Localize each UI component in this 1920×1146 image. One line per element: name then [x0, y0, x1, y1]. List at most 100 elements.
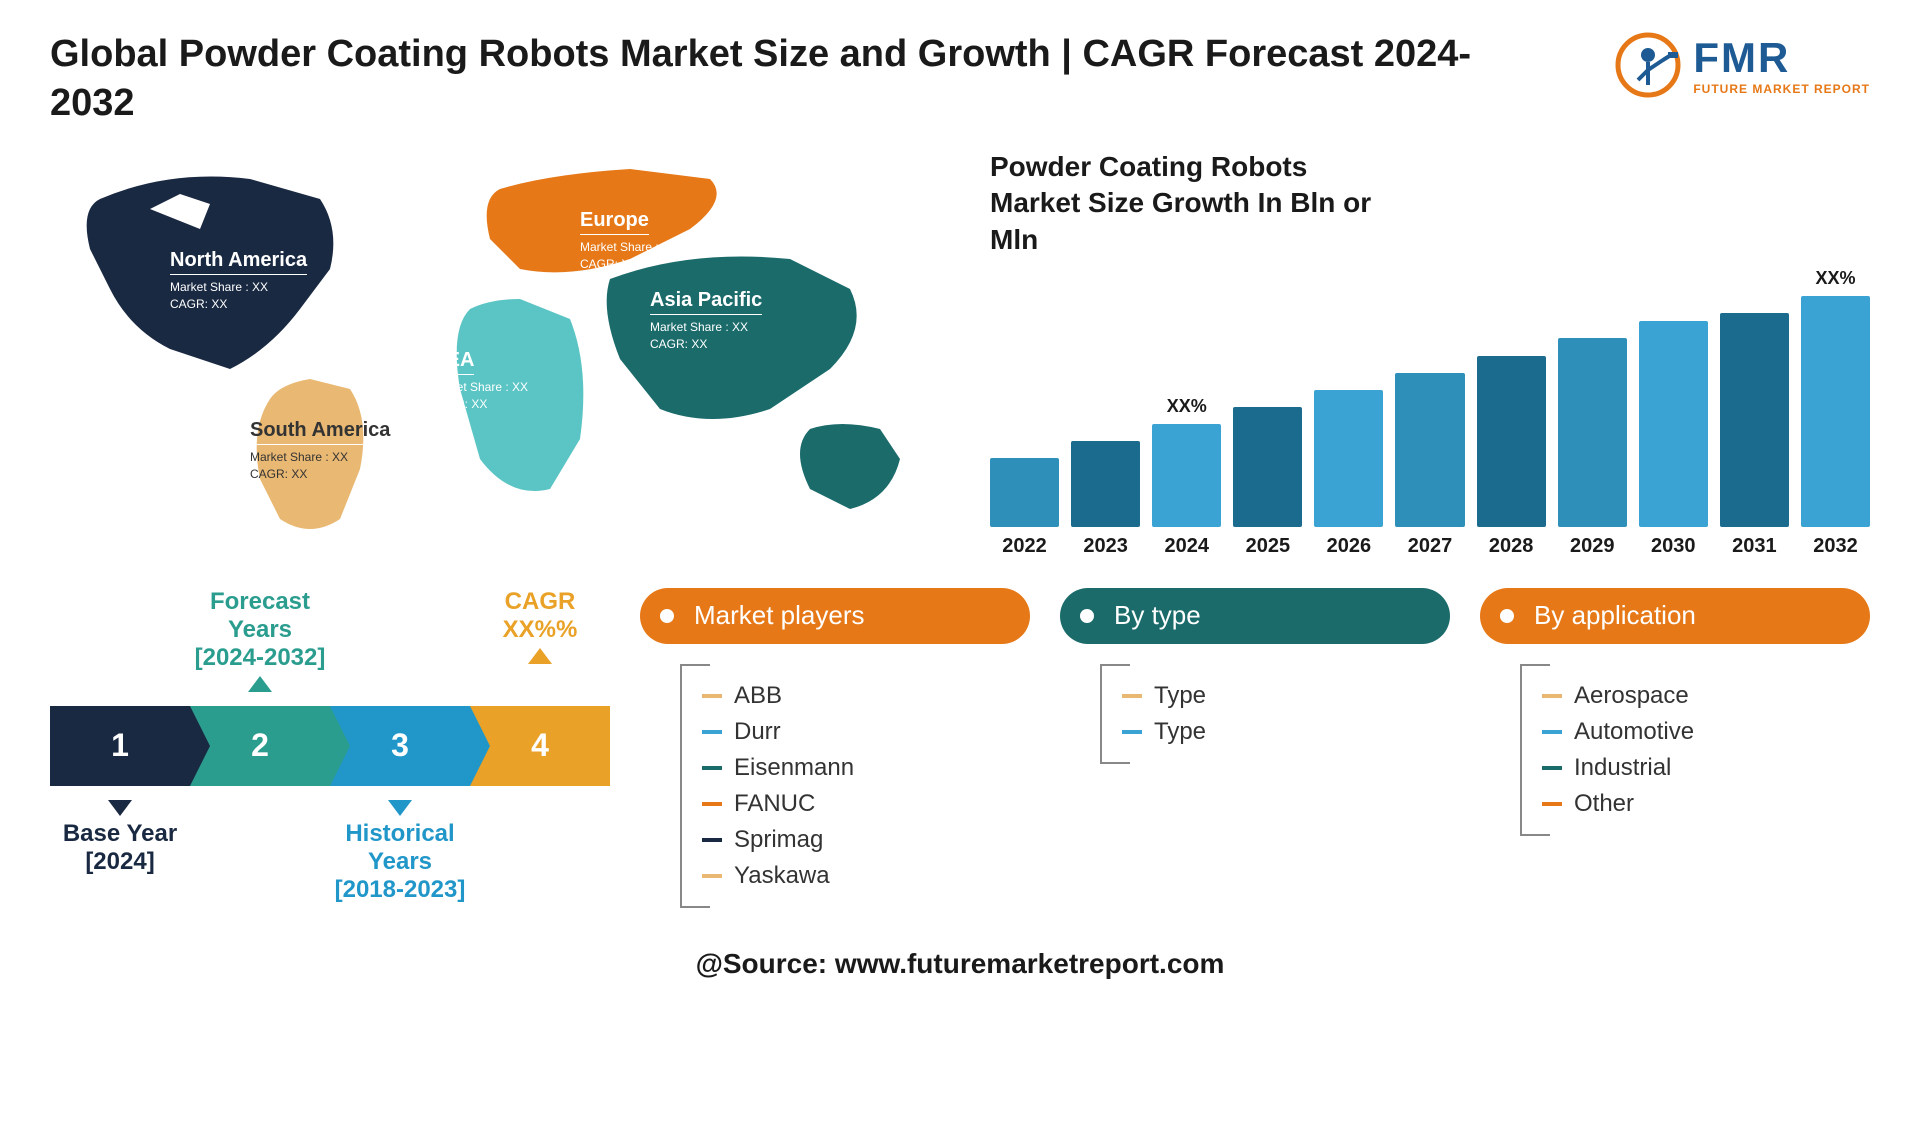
region-cagr: CAGR: XX [650, 336, 762, 353]
bar-year: 2022 [1002, 535, 1047, 558]
item-label: Durr [734, 718, 781, 746]
category-section: By applicationAerospaceAutomotiveIndustr… [1480, 588, 1870, 908]
bar-top-label: XX% [1167, 396, 1207, 420]
list-item: Type [1122, 682, 1450, 710]
logo-text-sub: FUTURE MARKET REPORT [1693, 82, 1870, 96]
logo: FMR FUTURE MARKET REPORT [1613, 30, 1870, 100]
pill-title: By application [1534, 600, 1696, 631]
item-marker [1542, 766, 1562, 770]
item-marker [1542, 730, 1562, 734]
list-item: ABB [702, 682, 1030, 710]
item-label: FANUC [734, 790, 815, 818]
item-marker [702, 730, 722, 734]
bar-year: 2030 [1651, 535, 1696, 558]
bar-column: 2029 [1558, 310, 1627, 558]
region-name: Europe [580, 209, 649, 235]
cagr-value: XX%% [470, 616, 610, 644]
forecast-label: Forecast Years [190, 588, 330, 644]
pill-dot-icon [1080, 609, 1094, 623]
item-label: Yaskawa [734, 862, 830, 890]
arrow-up-icon [248, 676, 272, 692]
bar-column: XX% 2024 [1152, 396, 1221, 558]
item-marker [1542, 694, 1562, 698]
list-item: Yaskawa [702, 862, 1030, 890]
bar [990, 458, 1059, 527]
category-pill: By application [1480, 588, 1870, 644]
cagr-label: CAGR [470, 588, 610, 616]
list-item: Other [1542, 790, 1870, 818]
bar-column: 2031 [1720, 285, 1789, 558]
pill-title: Market players [694, 600, 865, 631]
bar-year: 2027 [1408, 535, 1453, 558]
category-list: ABBDurrEisenmannFANUCSprimagYaskawa [680, 664, 1030, 908]
hist-range: [2018-2023] [330, 876, 470, 904]
category-pill: Market players [640, 588, 1030, 644]
item-label: Automotive [1574, 718, 1694, 746]
item-marker [702, 694, 722, 698]
bar-year: 2032 [1813, 535, 1858, 558]
item-marker [1542, 802, 1562, 806]
region-name: South America [250, 419, 390, 445]
bar-column: 2030 [1639, 293, 1708, 558]
region-name: Asia Pacific [650, 289, 762, 315]
category-list: Type Type [1100, 664, 1450, 764]
pill-dot-icon [1500, 609, 1514, 623]
bar-year: 2028 [1489, 535, 1534, 558]
list-item: Type [1122, 718, 1450, 746]
bar-year: 2023 [1083, 535, 1128, 558]
logo-icon [1613, 30, 1683, 100]
bar-top-label: XX% [1815, 268, 1855, 292]
logo-text-main: FMR [1693, 34, 1870, 82]
region-label: Europe Market Share : XXCAGR: XX [580, 209, 678, 273]
bar-column: 2023 [1071, 413, 1140, 558]
item-marker [702, 874, 722, 878]
bar [1720, 313, 1789, 527]
timeline-segment: 1 [50, 706, 190, 786]
base-label: Base Year [50, 820, 190, 848]
bar-year: 2025 [1246, 535, 1291, 558]
bar [1314, 390, 1383, 527]
item-label: Sprimag [734, 826, 823, 854]
bar [1558, 338, 1627, 527]
region-label: Asia Pacific Market Share : XXCAGR: XX [650, 289, 762, 353]
hist-label: Historical Years [330, 820, 470, 876]
bar-column: 2022 [990, 430, 1059, 558]
bar [1233, 407, 1302, 527]
bar [1639, 321, 1708, 527]
item-label: Type [1154, 682, 1206, 710]
item-label: Other [1574, 790, 1634, 818]
bar [1152, 424, 1221, 527]
item-marker [1122, 694, 1142, 698]
bar [1801, 296, 1870, 527]
bar-column: XX% 2032 [1801, 268, 1870, 558]
region-share: Market Share : XX [430, 379, 528, 396]
region-share: Market Share : XX [250, 449, 390, 466]
region-name: North America [170, 249, 307, 275]
bar-year: 2029 [1570, 535, 1615, 558]
item-label: Type [1154, 718, 1206, 746]
region-share: Market Share : XX [580, 239, 678, 256]
list-item: Sprimag [702, 826, 1030, 854]
bar-chart: Powder Coating Robots Market Size Growth… [990, 149, 1870, 558]
bar-column: 2025 [1233, 379, 1302, 558]
bar-column: 2027 [1395, 345, 1464, 558]
bar [1071, 441, 1140, 527]
region-share: Market Share : XX [650, 319, 762, 336]
bar-year: 2024 [1164, 535, 1209, 558]
region-share: Market Share : XX [170, 279, 307, 296]
timeline: Forecast Years [2024-2032] CAGR XX%% 123… [50, 588, 610, 904]
item-label: ABB [734, 682, 782, 710]
bar [1395, 373, 1464, 527]
forecast-range: [2024-2032] [190, 644, 330, 672]
bar-year: 2026 [1327, 535, 1372, 558]
list-item: Automotive [1542, 718, 1870, 746]
bar [1477, 356, 1546, 527]
chart-title: Powder Coating Robots Market Size Growth… [990, 149, 1390, 258]
item-marker [702, 802, 722, 806]
region-label: North AmericaMarket Share : XXCAGR: XX [170, 249, 307, 313]
world-map: North AmericaMarket Share : XXCAGR: XXSo… [50, 149, 950, 549]
region-cagr: CAGR: XX [580, 256, 678, 273]
region-cagr: CAGR: XX [430, 396, 528, 413]
category-section: Market playersABBDurrEisenmannFANUCSprim… [640, 588, 1030, 908]
region-name: MEA [430, 349, 474, 375]
